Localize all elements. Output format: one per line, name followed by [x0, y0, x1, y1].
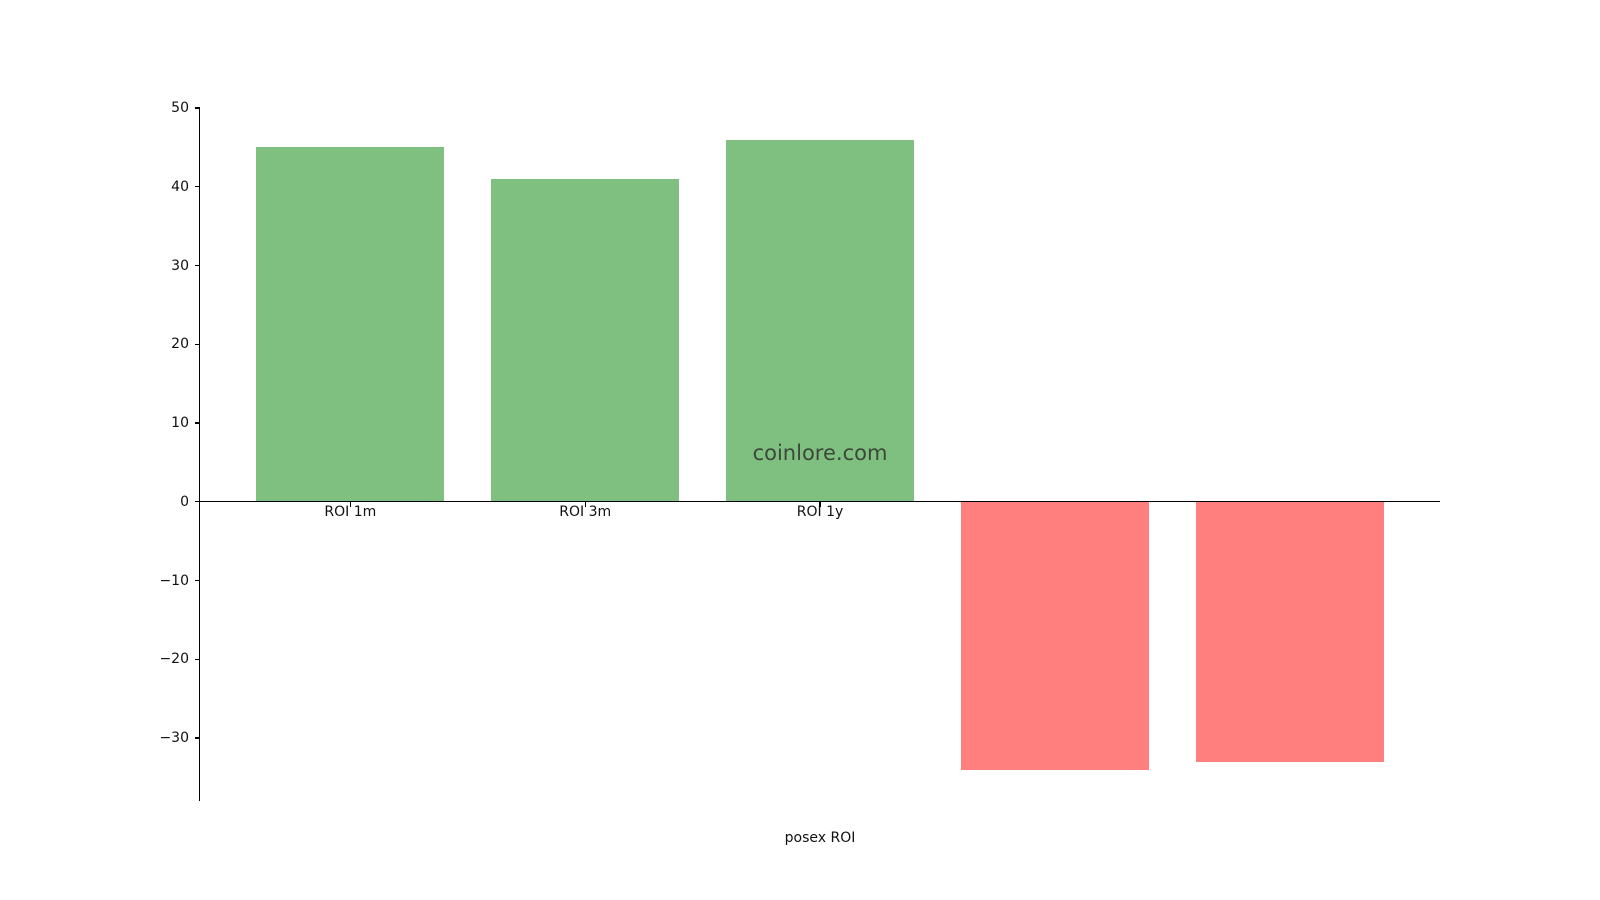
y-tick-label--30: −30 [159, 730, 189, 746]
watermark-text: coinlore.com [752, 441, 888, 465]
x-axis-title: posex ROI [784, 830, 856, 846]
x-tick-label-1: ROI 3m [559, 503, 612, 520]
x-tick-0 [349, 501, 351, 507]
y-tick-label--20: −20 [159, 651, 189, 668]
y-tick-label-20: 20 [171, 336, 189, 353]
bar-0 [256, 147, 445, 502]
bar-3 [960, 501, 1149, 770]
y-tick-50 [194, 107, 200, 109]
bar-2 [726, 139, 914, 502]
y-tick-0 [194, 501, 200, 503]
y-tick-10 [194, 422, 200, 424]
y-tick-label--10: −10 [159, 572, 189, 589]
y-tick-label-10: 10 [171, 415, 189, 431]
y-tick-label-50: 50 [171, 100, 189, 116]
y-tick-20 [194, 343, 200, 345]
y-tick-40 [194, 186, 200, 188]
x-axis-zero-line [198, 501, 1440, 503]
y-tick-label-0: 0 [180, 493, 189, 510]
y-tick--30 [194, 737, 200, 739]
x-tick-label-0: ROI 1m [324, 503, 377, 520]
y-tick-label-30: 30 [171, 257, 189, 274]
x-tick-2 [819, 501, 821, 507]
y-tick--10 [194, 579, 200, 582]
y-axis-spine [198, 108, 200, 801]
bar-4 [1195, 501, 1384, 762]
y-tick--20 [194, 658, 200, 660]
x-tick-label-2: ROI 1y [796, 503, 844, 520]
x-tick-1 [584, 501, 586, 507]
y-tick-30 [194, 264, 200, 267]
y-tick-label-40: 40 [171, 178, 189, 195]
bar-1 [491, 178, 680, 502]
